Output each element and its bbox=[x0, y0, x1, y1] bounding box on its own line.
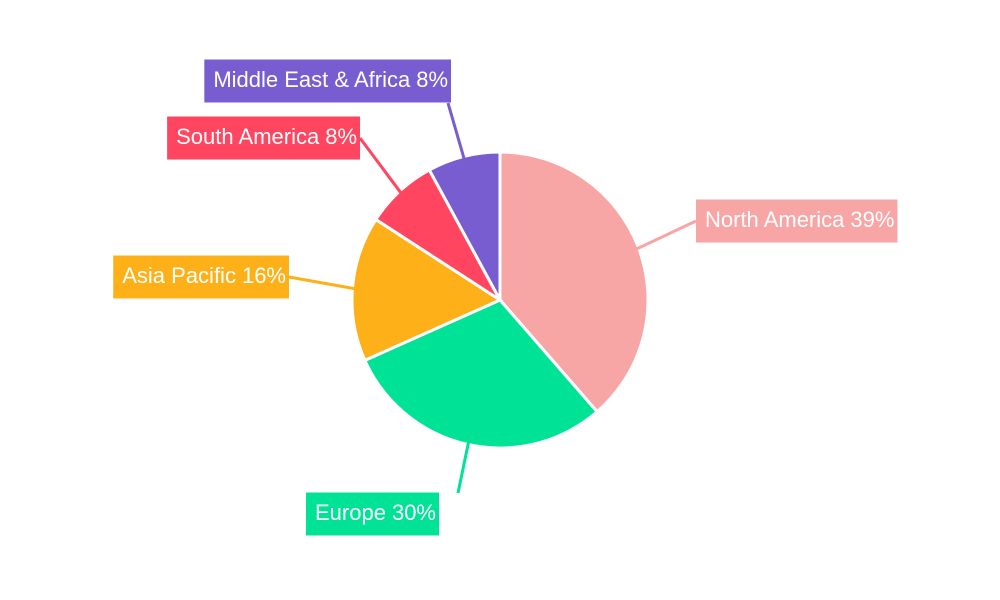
value-label: 39% bbox=[850, 207, 894, 232]
data-label: South America 8% bbox=[167, 116, 360, 160]
data-label: Europe 30% bbox=[306, 492, 439, 536]
data-label: Middle East & Africa 8% bbox=[204, 59, 451, 103]
category-name: Asia Pacific bbox=[122, 263, 236, 288]
category-name: North America bbox=[705, 207, 845, 232]
label-box bbox=[696, 199, 898, 243]
label-box bbox=[204, 59, 451, 103]
data-label: North America 39% bbox=[696, 199, 898, 243]
label-text: Europe 30% bbox=[315, 500, 436, 525]
label-text: South America 8% bbox=[176, 124, 357, 149]
category-name: Middle East & Africa bbox=[213, 67, 411, 92]
value-label: 16% bbox=[242, 263, 286, 288]
leader-line bbox=[288, 275, 355, 291]
value-label: 8% bbox=[416, 67, 448, 92]
leader-line bbox=[636, 219, 697, 251]
category-name: Europe bbox=[315, 500, 386, 525]
label-text: Middle East & Africa 8% bbox=[213, 67, 448, 92]
label-text: Asia Pacific 16% bbox=[122, 263, 286, 288]
leader-line bbox=[358, 137, 403, 194]
leader-line bbox=[446, 102, 466, 159]
label-box bbox=[167, 116, 360, 160]
leader-line bbox=[456, 442, 470, 494]
category-name: South America bbox=[176, 124, 320, 149]
data-label: Asia Pacific 16% bbox=[113, 255, 289, 299]
label-box bbox=[113, 255, 289, 299]
label-box bbox=[306, 492, 439, 536]
value-label: 8% bbox=[325, 124, 357, 149]
label-text: North America 39% bbox=[705, 207, 894, 232]
value-label: 30% bbox=[392, 500, 436, 525]
